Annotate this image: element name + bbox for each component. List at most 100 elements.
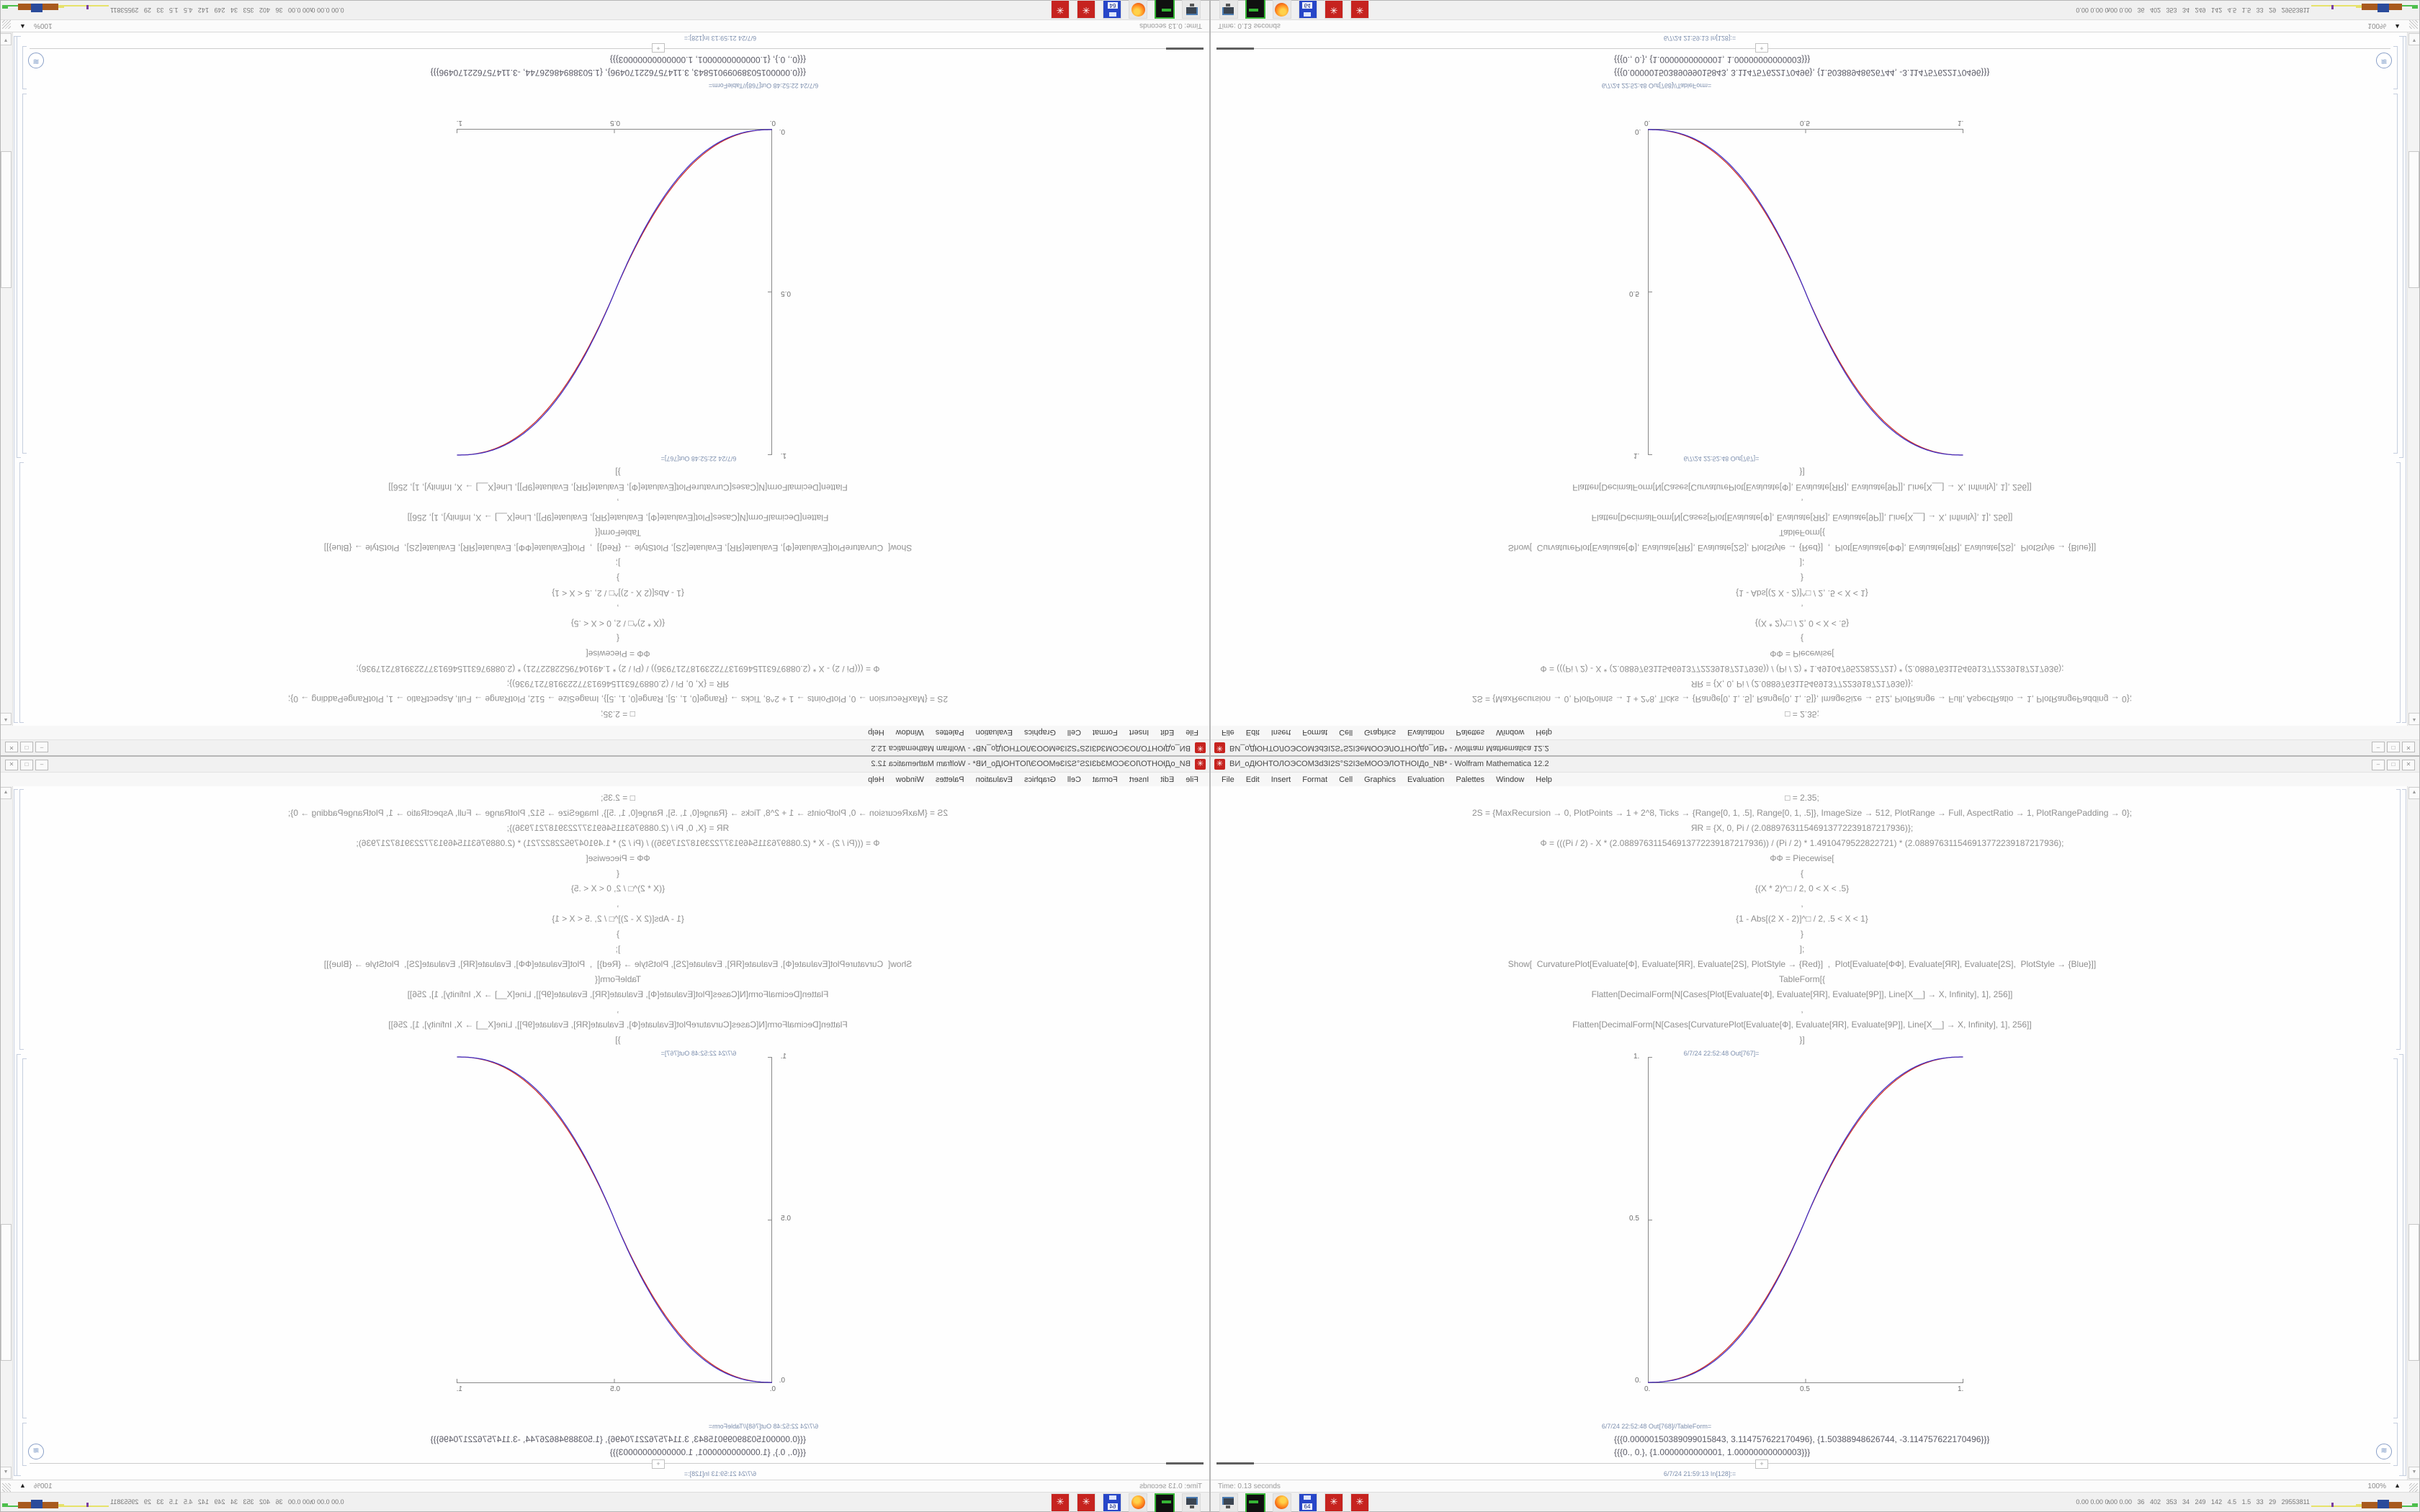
scroll-down-icon[interactable]: ▼ (2408, 1467, 2419, 1479)
scrollbar-thumb[interactable] (1, 151, 12, 288)
menu-item-format[interactable]: Format (1092, 775, 1118, 784)
title-bar[interactable]: ✳ ВИ_оДЮНТОЛОЭСОМЗdЗІ2S°S2ІЗеМООЭЛОТНОІД… (1211, 757, 2419, 773)
input-cell[interactable]: □ = 2.35; 2S = {MaxRecursion → 0, PlotPo… (27, 464, 1209, 721)
menu-item-edit[interactable]: Edit (1245, 728, 1260, 737)
plot-cell-bracket[interactable] (22, 1058, 27, 1418)
output-group-bracket[interactable] (17, 36, 21, 458)
menu-item-file[interactable]: File (1186, 728, 1198, 737)
minimize-button[interactable]: – (35, 742, 48, 752)
plot-cell-bracket[interactable] (2393, 1058, 2398, 1418)
zoom-level[interactable]: 100% (34, 1482, 53, 1490)
zoom-level[interactable]: 100% (34, 22, 53, 30)
vertical-scrollbar[interactable]: ▲ ▼ (2407, 32, 2419, 726)
menu-item-palettes[interactable]: Palettes (1456, 728, 1485, 737)
display-settings-icon[interactable] (1182, 1493, 1201, 1512)
capture-green-icon[interactable] (1245, 1493, 1265, 1512)
zoom-level[interactable]: 100% (2367, 22, 2386, 30)
menu-item-edit[interactable]: Edit (1160, 775, 1175, 784)
input-cell[interactable]: □ = 2.35; 2S = {MaxRecursion → 0, PlotPo… (27, 791, 1209, 1048)
notebook-area[interactable]: □ = 2.35; 2S = {MaxRecursion → 0, PlotPo… (1211, 32, 2419, 726)
floppy64-icon[interactable] (1299, 1493, 1317, 1512)
zoom-level[interactable]: 100% (2367, 1482, 2386, 1490)
display-settings-icon[interactable] (1219, 1493, 1238, 1512)
menu-item-edit[interactable]: Edit (1160, 728, 1175, 737)
menu-item-palettes[interactable]: Palettes (1456, 775, 1485, 784)
menu-item-cell[interactable]: Cell (1067, 775, 1081, 784)
maximize-button[interactable]: □ (20, 760, 33, 770)
menu-item-insert[interactable]: Insert (1129, 728, 1150, 737)
title-bar[interactable]: ✳ ВИ_оДЮНТОЛОЭСОМЗdЗІ2S°S2ІЗеМООЭЛОТНОІД… (1211, 739, 2419, 755)
close-button[interactable]: ✕ (5, 760, 18, 770)
plot-cell-bracket[interactable] (2393, 94, 2398, 454)
menu-item-graphics[interactable]: Graphics (1364, 728, 1397, 737)
menu-item-cell[interactable]: Cell (1067, 728, 1081, 737)
menu-item-window[interactable]: Window (895, 728, 924, 737)
close-button[interactable]: ✕ (2402, 760, 2415, 770)
scroll-up-icon[interactable]: ▲ (1, 713, 12, 725)
scroll-up-icon[interactable]: ▲ (1, 787, 12, 799)
group-open-chevron-icon[interactable]: ≋ (2376, 53, 2392, 68)
notebook-area[interactable]: □ = 2.35; 2S = {MaxRecursion → 0, PlotPo… (1211, 786, 2419, 1480)
scroll-down-icon[interactable]: ▼ (2408, 33, 2419, 45)
resize-grip[interactable] (2409, 20, 2418, 29)
resize-grip[interactable] (2, 20, 11, 29)
table-cell-bracket[interactable] (2393, 1423, 2398, 1466)
notebook-area[interactable]: □ = 2.35; 2S = {MaxRecursion → 0, PlotPo… (1, 786, 1209, 1480)
menu-item-format[interactable]: Format (1302, 775, 1328, 784)
floppy64-icon[interactable] (1299, 0, 1317, 19)
table-cell-bracket[interactable] (2393, 46, 2398, 89)
firefox-icon[interactable] (1129, 0, 1147, 19)
mathematica-icon[interactable]: ✳ (1051, 1493, 1070, 1512)
insert-cell-plus-icon[interactable]: + (652, 43, 665, 53)
menu-item-evaluation[interactable]: Evaluation (975, 775, 1013, 784)
menu-item-evaluation[interactable]: Evaluation (1407, 728, 1445, 737)
menu-item-help[interactable]: Help (1536, 728, 1552, 737)
notebook-area[interactable]: □ = 2.35; 2S = {MaxRecursion → 0, PlotPo… (1, 32, 1209, 726)
input-cell[interactable]: □ = 2.35; 2S = {MaxRecursion → 0, PlotPo… (1211, 791, 2393, 1048)
floppy64-icon[interactable] (1103, 0, 1121, 19)
cell-group-bracket[interactable] (2402, 789, 2406, 1476)
menu-item-cell[interactable]: Cell (1339, 728, 1353, 737)
menu-item-window[interactable]: Window (1496, 728, 1525, 737)
display-settings-icon[interactable] (1219, 0, 1238, 19)
output-group-bracket[interactable] (2399, 36, 2403, 458)
mathematica-icon[interactable]: ✳ (1325, 1493, 1343, 1512)
scroll-down-icon[interactable]: ▼ (1, 33, 12, 45)
menu-item-edit[interactable]: Edit (1245, 775, 1260, 784)
mathematica-icon[interactable]: ✳ (1350, 0, 1369, 19)
mathematica-icon[interactable]: ✳ (1051, 0, 1070, 19)
close-button[interactable]: ✕ (2402, 742, 2415, 752)
display-settings-icon[interactable] (1182, 0, 1201, 19)
menu-item-evaluation[interactable]: Evaluation (975, 728, 1013, 737)
menu-item-insert[interactable]: Insert (1129, 775, 1150, 784)
minimize-button[interactable]: – (2372, 760, 2385, 770)
menu-item-graphics[interactable]: Graphics (1364, 775, 1397, 784)
menu-item-insert[interactable]: Insert (1270, 728, 1291, 737)
scrollbar-thumb[interactable] (2408, 151, 2419, 288)
scrollbar-thumb[interactable] (2408, 1224, 2419, 1361)
group-open-chevron-icon[interactable]: ≋ (28, 53, 44, 68)
menu-item-palettes[interactable]: Palettes (935, 728, 964, 737)
menu-item-format[interactable]: Format (1302, 728, 1328, 737)
input-cell-bracket[interactable] (19, 789, 24, 1050)
menu-item-format[interactable]: Format (1092, 728, 1118, 737)
vertical-scrollbar[interactable]: ▲ ▼ (1, 32, 13, 726)
cell-insertion-bar[interactable]: + (30, 43, 1204, 53)
firefox-icon[interactable] (1273, 1493, 1291, 1512)
mathematica-icon[interactable]: ✳ (1077, 0, 1095, 19)
close-button[interactable]: ✕ (5, 742, 18, 752)
minimize-button[interactable]: – (2372, 742, 2385, 752)
mathematica-icon[interactable]: ✳ (1077, 1493, 1095, 1512)
zoom-dropdown-icon[interactable]: ▲ (19, 1482, 26, 1489)
vertical-scrollbar[interactable]: ▲ ▼ (1, 786, 13, 1480)
floppy64-icon[interactable] (1103, 1493, 1121, 1512)
capture-green-icon[interactable] (1155, 0, 1175, 19)
cell-insertion-bar[interactable]: + (1216, 43, 2390, 53)
menu-item-help[interactable]: Help (868, 728, 884, 737)
zoom-dropdown-icon[interactable]: ▲ (2394, 1482, 2401, 1489)
mathematica-icon[interactable]: ✳ (1350, 1493, 1369, 1512)
scroll-up-icon[interactable]: ▲ (2408, 787, 2419, 799)
insert-cell-plus-icon[interactable]: + (1755, 1459, 1768, 1469)
resize-grip[interactable] (2409, 1483, 2418, 1492)
scroll-up-icon[interactable]: ▲ (2408, 713, 2419, 725)
